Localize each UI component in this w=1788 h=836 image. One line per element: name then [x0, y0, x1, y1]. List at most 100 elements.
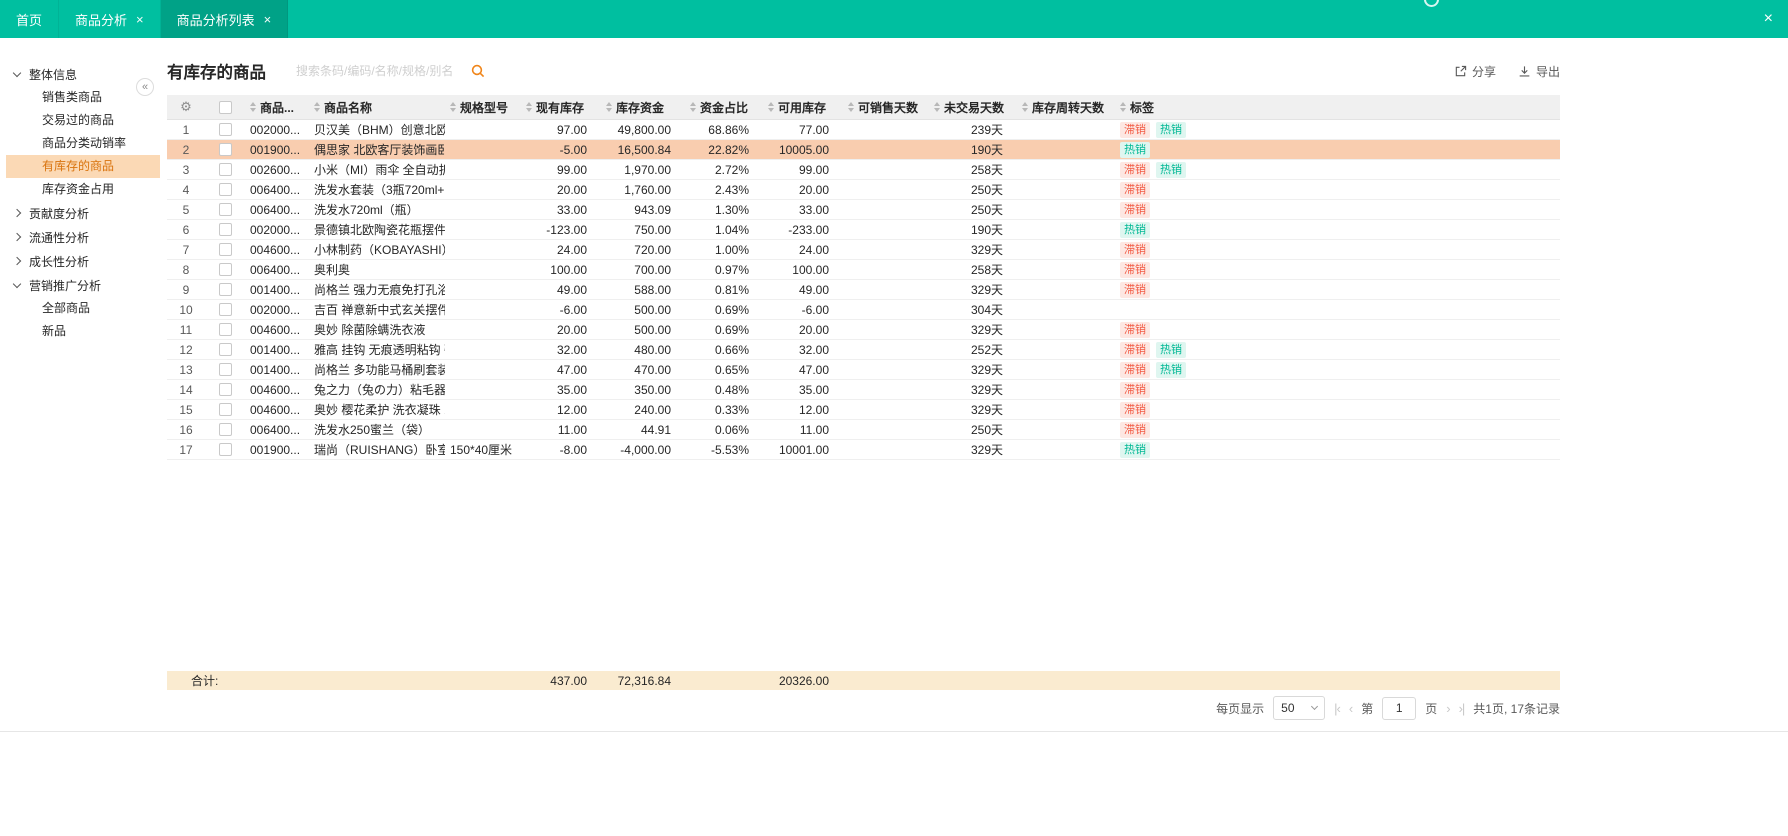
table-row[interactable]: 1 002000... 贝汉美（BHM）创意北欧陶瓷 97.00 49,800.00 68…: [167, 120, 1560, 140]
search-icon[interactable]: [470, 63, 486, 79]
sort-icon[interactable]: [848, 102, 854, 112]
cell-fund: 49,800.00: [617, 122, 671, 137]
table-row[interactable]: 15 004600... 奥妙 樱花柔护 洗衣凝珠 10 12.00 240.00 0.3…: [167, 400, 1560, 420]
row-checkbox[interactable]: [218, 163, 232, 176]
row-checkbox[interactable]: [218, 303, 232, 316]
row-checkbox[interactable]: [218, 323, 232, 336]
row-checkbox-cell: [205, 263, 245, 276]
last-page-button[interactable]: ›|: [1458, 700, 1466, 716]
page-number-input[interactable]: [1382, 696, 1417, 720]
table-row[interactable]: 7 004600... 小林制药（KOBAYASHI）日 24.00 720.00 1.0…: [167, 240, 1560, 260]
column-header-sale[interactable]: 可销售天数: [843, 99, 929, 116]
table-row[interactable]: 14 004600... 兔之力（兔の力）粘毛器粘 35.00 350.00 0.48% 3…: [167, 380, 1560, 400]
column-header-tags[interactable]: 标签: [1115, 99, 1560, 116]
cell-tags: 滞销: [1115, 281, 1560, 298]
column-header-ratio[interactable]: 资金占比: [685, 99, 763, 116]
page-title: 有库存的商品: [167, 64, 266, 82]
tab-product-analysis-list[interactable]: 商品分析列表 ×: [160, 0, 289, 38]
share-button[interactable]: 分享: [1454, 63, 1496, 80]
row-checkbox[interactable]: [218, 423, 232, 436]
table-row[interactable]: 8 006400... 奥利奥 100.00 700.00 0.97% 100.00 258天…: [167, 260, 1560, 280]
row-checkbox[interactable]: [218, 383, 232, 396]
column-settings-gear-icon[interactable]: ⚙: [180, 99, 192, 114]
row-checkbox[interactable]: [218, 443, 232, 456]
close-icon[interactable]: ×: [136, 11, 144, 27]
table-row[interactable]: 17 001900... 瑞尚（RUISHANG）卧室装 150*40厘米 -8.00 -…: [167, 440, 1560, 460]
sidebar-item[interactable]: 销售类商品: [42, 90, 103, 104]
first-page-button[interactable]: |‹: [1334, 700, 1341, 716]
sort-icon[interactable]: [250, 102, 256, 112]
table-row[interactable]: 4 006400... 洗发水套装（3瓶720ml+1瓶 20.00 1,760.00 2…: [167, 180, 1560, 200]
sidebar-item[interactable]: 交易过的商品: [42, 113, 115, 127]
row-checkbox[interactable]: [218, 223, 232, 236]
sidebar-item[interactable]: 有库存的商品: [6, 155, 160, 178]
row-checkbox[interactable]: [218, 243, 232, 256]
sort-icon[interactable]: [314, 102, 320, 112]
sort-icon[interactable]: [450, 102, 456, 112]
sidebar-section-toggle[interactable]: 流通性分析: [0, 225, 160, 249]
sidebar-item[interactable]: 商品分类动销率: [42, 136, 127, 150]
row-checkbox[interactable]: [218, 363, 232, 376]
column-header-code[interactable]: 商品...: [245, 99, 309, 116]
sort-icon[interactable]: [690, 102, 696, 112]
row-checkbox[interactable]: [218, 283, 232, 296]
sidebar-section-toggle[interactable]: 营销推广分析: [0, 273, 160, 297]
tag-slow-moving: 滞销: [1120, 181, 1150, 198]
sort-icon[interactable]: [526, 102, 532, 112]
page-size-label: 每页显示: [1216, 701, 1265, 716]
window-close-icon[interactable]: ×: [1763, 10, 1773, 27]
table-row[interactable]: 5 006400... 洗发水720ml（瓶） 33.00 943.09 1.30% 33.…: [167, 200, 1560, 220]
column-header-stock[interactable]: 现有库存: [521, 99, 601, 116]
sort-icon[interactable]: [768, 102, 774, 112]
sidebar-section-toggle[interactable]: 成长性分析: [0, 249, 160, 273]
table-row[interactable]: 3 002600... 小米（MI）雨伞 全自动折叠 99.00 1,970.00 2.7…: [167, 160, 1560, 180]
tab-home[interactable]: 首页: [0, 0, 60, 38]
next-page-button[interactable]: ›: [1446, 700, 1450, 716]
column-header-name[interactable]: 商品名称: [309, 99, 445, 116]
column-header-avail[interactable]: 可用库存: [763, 99, 843, 116]
close-icon[interactable]: ×: [263, 11, 272, 27]
row-checkbox[interactable]: [218, 203, 232, 216]
table-row[interactable]: 12 001400... 雅高 挂钩 无痕透明粘钩 强 32.00 480.00 0.66…: [167, 340, 1560, 360]
row-checkbox[interactable]: [218, 343, 232, 356]
cell-ratio: 68.86%: [708, 122, 749, 137]
sort-icon[interactable]: [1120, 102, 1126, 112]
table-row[interactable]: 16 006400... 洗发水250蜜兰（袋） 11.00 44.91 0.06% 11.…: [167, 420, 1560, 440]
tag-hot-selling: 热销: [1156, 341, 1186, 358]
tab-product-analysis[interactable]: 商品分析 ×: [59, 0, 161, 38]
tag-slow-moving: 滞销: [1120, 361, 1150, 378]
prev-page-button[interactable]: ‹: [1348, 700, 1353, 716]
export-button[interactable]: 导出: [1518, 63, 1560, 80]
select-all-checkbox[interactable]: [218, 100, 232, 114]
column-header-notrade[interactable]: 未交易天数: [929, 99, 1017, 116]
sidebar-item[interactable]: 库存资金占用: [42, 182, 115, 196]
cell-avail: -6.00: [801, 302, 829, 317]
table-row[interactable]: 6 002000... 景德镇北欧陶瓷花瓶摆件 优 -123.00 750.00 1.04…: [167, 220, 1560, 240]
row-checkbox[interactable]: [218, 403, 232, 416]
search-input[interactable]: [296, 64, 466, 78]
row-checkbox[interactable]: [218, 143, 232, 156]
sidebar-section-toggle[interactable]: 整体信息: [0, 62, 160, 86]
table-header: ⚙ 商品... 商品名称 规格型号 现有库存 库存资金 资金占比 可用库存 可销售天数 未交易天…: [167, 95, 1560, 120]
column-header-turn[interactable]: 库存周转天数: [1017, 99, 1115, 116]
row-checkbox[interactable]: [218, 183, 232, 196]
table-row[interactable]: 13 001400... 尚格兰 多功能马桶刷套装 马 47.00 470.00 0.65…: [167, 360, 1560, 380]
sidebar-collapse-button[interactable]: «: [136, 78, 154, 96]
row-checkbox[interactable]: [218, 263, 232, 276]
row-checkbox[interactable]: [218, 123, 232, 136]
chevron-down-icon: [12, 279, 22, 288]
cell-code: 004600...: [250, 402, 301, 417]
sort-icon[interactable]: [1022, 102, 1028, 112]
table-row[interactable]: 10 002000... 吉百 禅意新中式玄关摆件茶 -6.00 500.00 0.69%…: [167, 300, 1560, 320]
sort-icon[interactable]: [934, 102, 940, 112]
sidebar-section-toggle[interactable]: 贡献度分析: [0, 201, 160, 225]
sidebar-item[interactable]: 新品: [42, 324, 67, 338]
column-header-spec[interactable]: 规格型号: [445, 99, 521, 116]
table-row[interactable]: 11 004600... 奥妙 除菌除螨洗衣液 20.00 500.00 0.69% 20.…: [167, 320, 1560, 340]
table-row[interactable]: 9 001400... 尚格兰 强力无痕免打孔浴室 49.00 588.00 0.81% 4…: [167, 280, 1560, 300]
column-header-fund[interactable]: 库存资金: [601, 99, 685, 116]
table-row[interactable]: 2 001900... 偶思家 北欧客厅装饰画卧室 -5.00 16,500.84 22.…: [167, 140, 1560, 160]
page-size-select[interactable]: 50: [1273, 696, 1326, 720]
sort-icon[interactable]: [606, 102, 612, 112]
sidebar-item[interactable]: 全部商品: [42, 301, 91, 315]
